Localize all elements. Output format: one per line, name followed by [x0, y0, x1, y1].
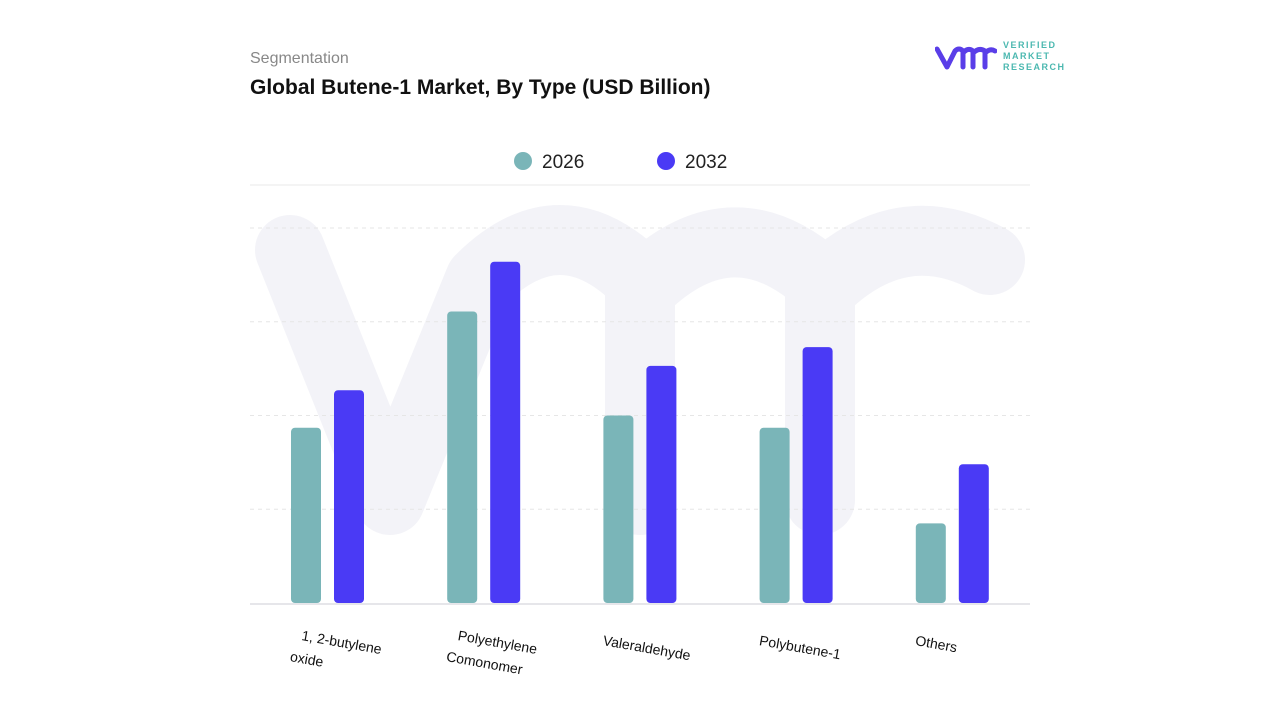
bar-2032	[490, 261, 521, 603]
chart-title: Global Butene-1 Market, By Type (USD Bil…	[250, 76, 711, 99]
x-tick-label: Polybutene-1	[758, 632, 842, 662]
legend-marker	[514, 152, 532, 170]
bar-2032	[334, 390, 364, 603]
logo-line: VERIFIED	[1003, 40, 1057, 50]
subtitle: Segmentation	[250, 50, 349, 67]
logo: VERIFIED MARKET RESEARCH	[935, 40, 1066, 73]
logo-line: RESEARCH	[1003, 62, 1066, 72]
bar-2026	[915, 523, 946, 603]
legend-label: 2026	[542, 152, 584, 173]
x-tick-label: Valeraldehyde	[602, 632, 692, 663]
logo-line: MARKET	[1003, 51, 1051, 61]
vmr-logo-icon	[935, 46, 997, 69]
bar-2026	[291, 427, 321, 603]
bar-2032	[958, 464, 989, 603]
logo-text: VERIFIED MARKET RESEARCH	[1003, 40, 1066, 73]
x-tick-label: Others	[914, 632, 958, 655]
bar-2026	[447, 311, 478, 603]
bar-2026	[759, 427, 790, 603]
bar-2026	[603, 415, 634, 603]
legend-marker	[657, 152, 675, 170]
bar-2032	[802, 347, 833, 603]
watermark-icon	[255, 205, 1025, 535]
x-tick-label: oxide	[289, 648, 325, 670]
legend-label: 2032	[685, 152, 727, 173]
bar-2032	[646, 365, 677, 603]
